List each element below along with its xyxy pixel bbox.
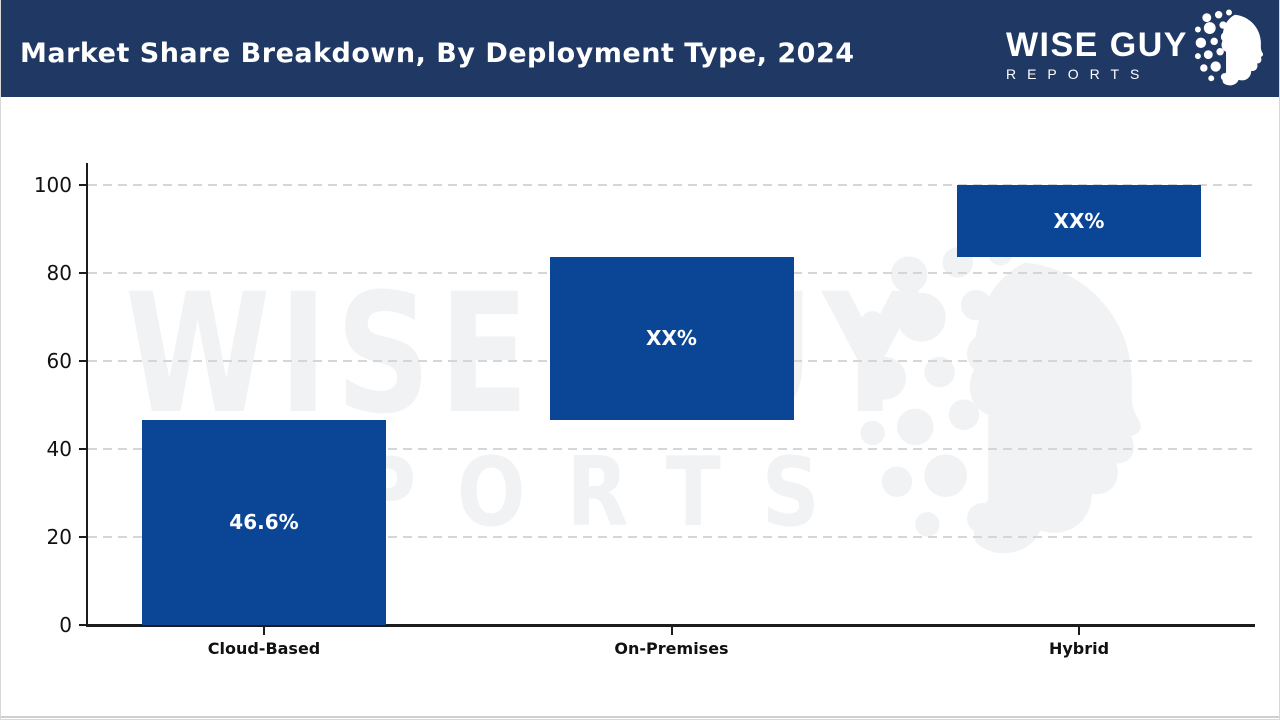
- y-tick-label-20: 20: [46, 525, 72, 549]
- y-tick-label-80: 80: [46, 261, 72, 285]
- watermark-text-primary: WISE GUY: [125, 258, 927, 450]
- bar-value-label: XX%: [646, 326, 697, 351]
- header-bar: Market Share Breakdown, By Deployment Ty…: [0, 0, 1280, 97]
- y-tick-40: [79, 448, 87, 450]
- x-axis-spine: [86, 624, 1255, 627]
- logo-text: WISE GUY REPORTS: [1005, 26, 1188, 82]
- y-tick-20: [79, 536, 87, 538]
- y-tick-label-40: 40: [46, 437, 72, 461]
- head-logo-icon: [1192, 6, 1266, 90]
- y-axis-spine: [86, 163, 88, 627]
- logo-subtext: REPORTS: [1005, 65, 1151, 82]
- bar-cloud-based: 46.6%: [142, 419, 386, 625]
- brand-logo: WISE GUY REPORTS: [1006, 6, 1266, 90]
- y-tick-label-0: 0: [59, 613, 72, 637]
- chart-title: Market Share Breakdown, By Deployment Ty…: [20, 38, 855, 69]
- gridline-100: [88, 184, 1255, 186]
- bar-on-premises: XX%: [549, 256, 794, 420]
- bar-value-label: XX%: [1053, 208, 1105, 233]
- bar-value-label: 46.6%: [229, 510, 299, 535]
- gridline-20: [88, 536, 1255, 538]
- x-category-label-1: On-Premises: [614, 639, 729, 658]
- watermark-head-icon: [828, 232, 1173, 567]
- y-tick-80: [79, 272, 87, 274]
- bar-hybrid: XX%: [957, 185, 1201, 257]
- y-tick-60: [79, 360, 87, 362]
- y-tick-label-100: 100: [33, 173, 72, 197]
- y-tick-0: [79, 624, 87, 626]
- x-tick-0: [263, 627, 265, 635]
- x-category-label-2: Hybrid: [1048, 639, 1110, 658]
- y-tick-label-60: 60: [46, 349, 72, 373]
- y-tick-100: [79, 184, 87, 186]
- gridline-40: [88, 448, 1255, 450]
- x-tick-1: [670, 627, 673, 635]
- x-category-label-0: Cloud-Based: [207, 639, 321, 658]
- x-tick-2: [1078, 627, 1080, 635]
- logo-wordmark: WISE GUY: [1005, 26, 1188, 65]
- bottom-rule: [0, 716, 1280, 718]
